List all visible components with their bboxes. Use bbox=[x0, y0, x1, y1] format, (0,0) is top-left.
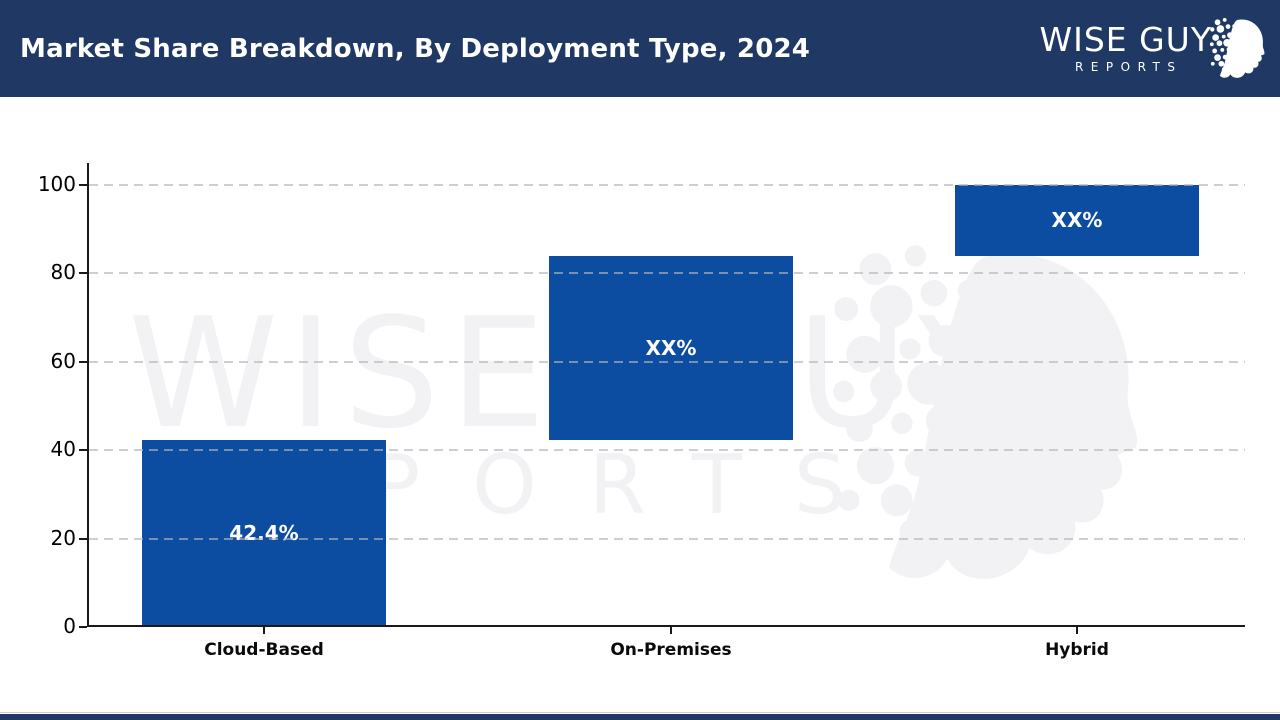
y-tick-label-40: 40 bbox=[50, 437, 76, 462]
gridline-100 bbox=[89, 184, 1245, 186]
brand-subname: REPORTS bbox=[1074, 60, 1183, 74]
y-tick-mark-40 bbox=[79, 449, 87, 452]
y-tick-mark-80 bbox=[79, 272, 87, 275]
x-tick-label-hybrid: Hybrid bbox=[1045, 640, 1109, 660]
bar-value-label: XX% bbox=[645, 335, 697, 360]
chart-title: Market Share Breakdown, By Deployment Ty… bbox=[20, 33, 811, 64]
y-tick-label-100: 100 bbox=[37, 172, 76, 196]
watermark-head-dots-icon bbox=[795, 232, 1195, 604]
x-tick-label-on-premises: On-Premises bbox=[610, 640, 732, 660]
x-axis-line bbox=[87, 625, 1245, 627]
gridline-60 bbox=[89, 360, 1245, 363]
y-tick-label-80: 80 bbox=[50, 260, 76, 285]
bar-value-label: XX% bbox=[1051, 208, 1103, 233]
bar-cloud-based: 42.4% bbox=[142, 439, 386, 627]
y-tick-mark-100 bbox=[79, 184, 87, 186]
header-bar: Market Share Breakdown, By Deployment Ty… bbox=[0, 0, 1280, 97]
footer-divider bbox=[0, 712, 1280, 713]
bar-value-label: 42.4% bbox=[229, 521, 299, 546]
x-tick-mark-on-premises bbox=[670, 627, 672, 634]
brand-logo-text: WISE GUY REPORTS bbox=[1039, 23, 1212, 74]
x-tick-mark-cloud-based bbox=[263, 627, 265, 634]
brand-logo: WISE GUY REPORTS bbox=[1039, 12, 1280, 86]
y-tick-label-0: 0 bbox=[63, 614, 76, 638]
footer-accent-bar bbox=[0, 714, 1280, 720]
x-tick-mark-hybrid bbox=[1076, 627, 1078, 634]
bar-on-premises: XX% bbox=[549, 255, 793, 440]
y-tick-label-60: 60 bbox=[50, 348, 76, 373]
y-tick-mark-60 bbox=[79, 360, 87, 363]
x-tick-label-cloud-based: Cloud-Based bbox=[204, 640, 324, 660]
y-tick-label-20: 20 bbox=[50, 525, 76, 550]
y-axis-line bbox=[87, 163, 89, 627]
y-tick-mark-20 bbox=[79, 537, 87, 540]
brand-name: WISE GUY bbox=[1039, 20, 1212, 59]
y-tick-mark-0 bbox=[79, 626, 87, 628]
gridline-20 bbox=[89, 537, 1245, 540]
gridline-80 bbox=[89, 272, 1245, 275]
bar-hybrid: XX% bbox=[955, 185, 1199, 256]
gridline-40 bbox=[89, 449, 1245, 452]
wiseguy-head-dots-icon bbox=[1208, 12, 1270, 86]
